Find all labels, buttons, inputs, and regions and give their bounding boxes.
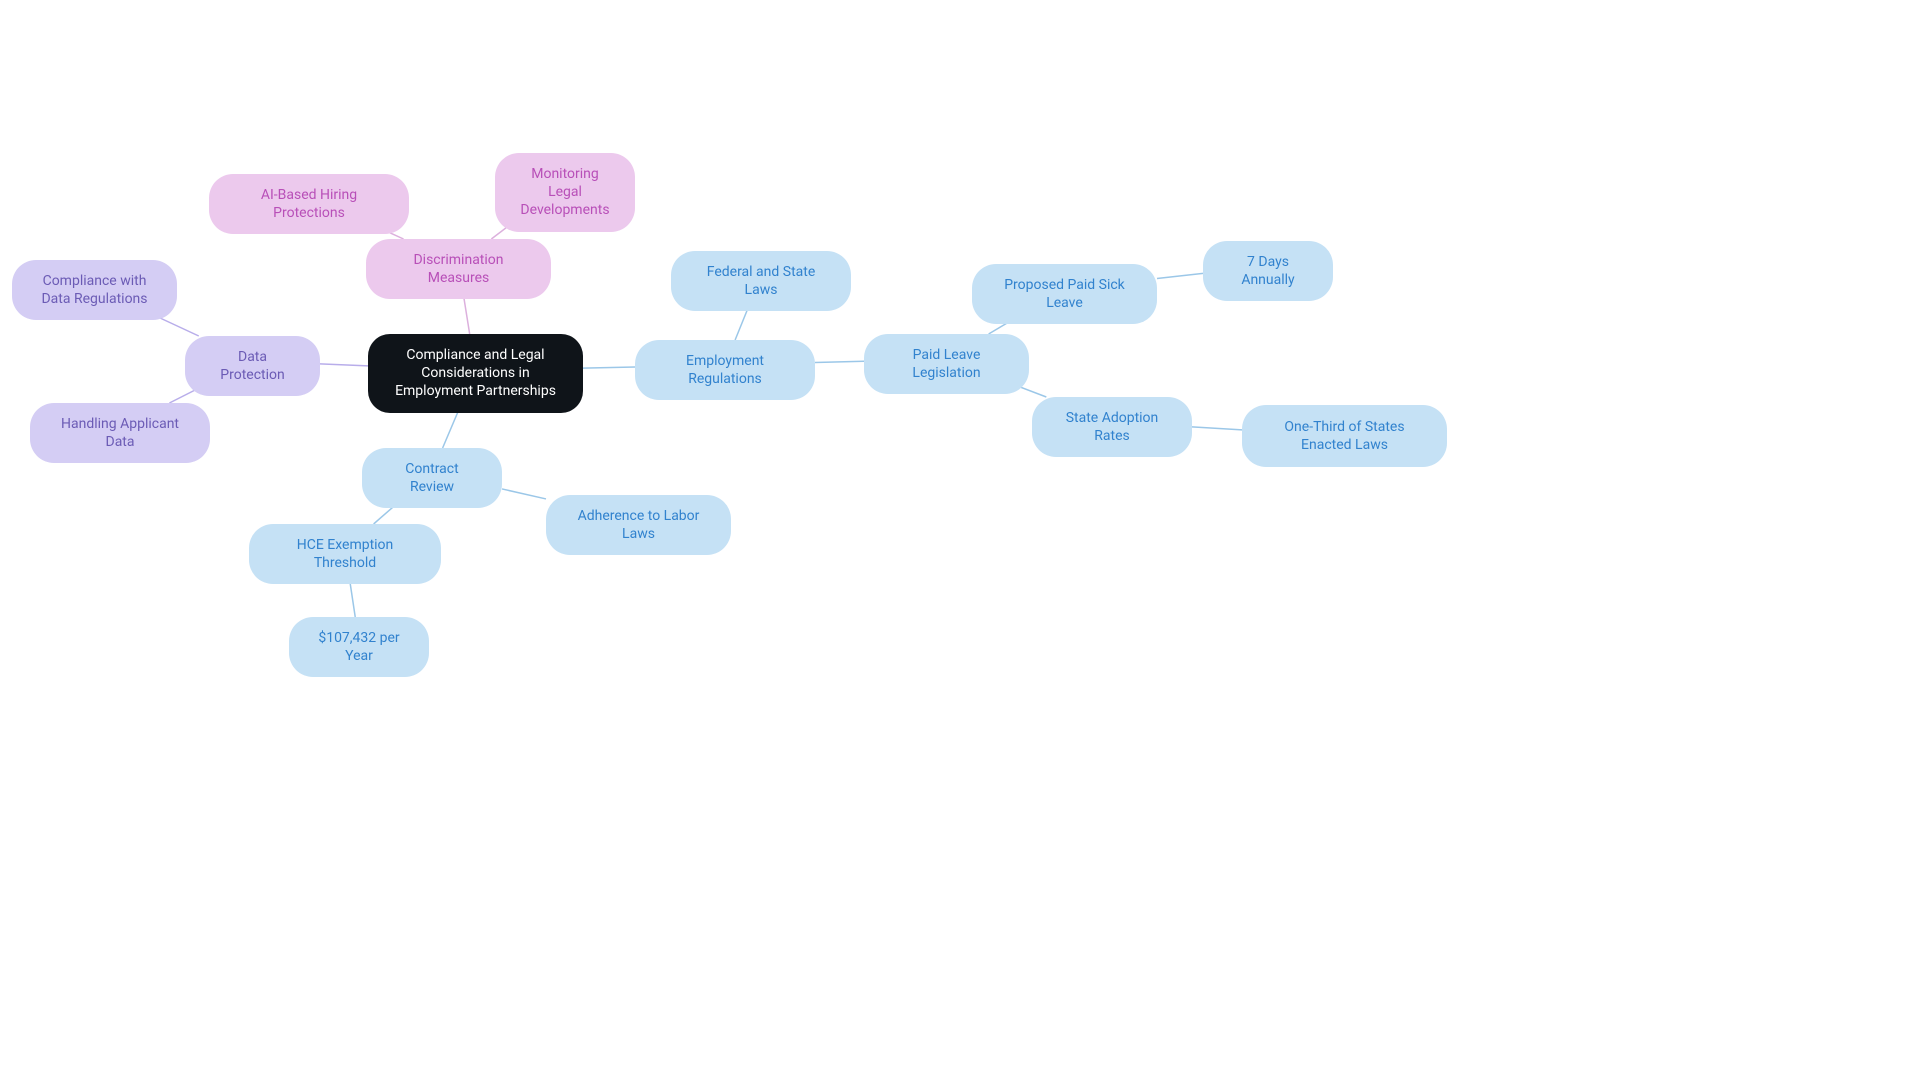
node-handling: Handling Applicant Data	[30, 403, 210, 463]
node-one-third: One-Third of States Enacted Laws	[1242, 405, 1447, 467]
node-data-prot: Data Protection	[185, 336, 320, 396]
node-contract: Contract Review	[362, 448, 502, 508]
node-salary: $107,432 per Year	[289, 617, 429, 677]
node-seven-days: 7 Days Annually	[1203, 241, 1333, 301]
node-fed-state: Federal and State Laws	[671, 251, 851, 311]
node-paid-leave: Paid Leave Legislation	[864, 334, 1029, 394]
edge	[1192, 427, 1242, 430]
node-emp-reg: Employment Regulations	[635, 340, 815, 400]
node-discrim: Discrimination Measures	[366, 239, 551, 299]
edge	[320, 364, 368, 366]
node-hce: HCE Exemption Threshold	[249, 524, 441, 584]
node-state-adopt: State Adoption Rates	[1032, 397, 1192, 457]
edge	[1157, 273, 1203, 278]
node-ai-hiring: AI-Based Hiring Protections	[209, 174, 409, 234]
node-root: Compliance and Legal Considerations in E…	[368, 334, 583, 413]
node-prop-sick: Proposed Paid Sick Leave	[972, 264, 1157, 324]
edge	[502, 489, 546, 499]
node-comp-data: Compliance with Data Regulations	[12, 260, 177, 320]
edge	[443, 407, 460, 448]
node-adherence: Adherence to Labor Laws	[546, 495, 731, 555]
node-monitor: Monitoring Legal Developments	[495, 153, 635, 232]
edge	[815, 361, 864, 362]
edge	[583, 367, 635, 368]
